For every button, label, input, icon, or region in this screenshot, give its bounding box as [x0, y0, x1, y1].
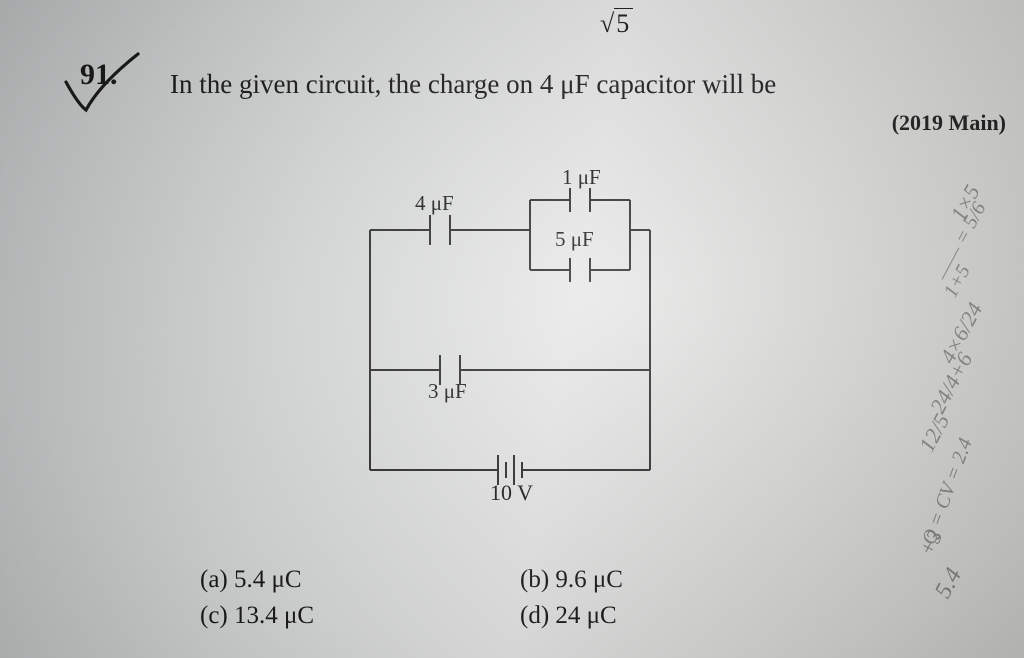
scribble-5: 24/4+6: [925, 348, 978, 418]
question-number-wrap: 91.: [80, 58, 160, 92]
cap-5uf-label: 5 μF: [555, 227, 594, 251]
scribble-8: +3: [914, 525, 949, 560]
scribble-4: 4×6/24: [935, 298, 988, 368]
question-number: 91.: [80, 58, 118, 91]
options-block: (a) 5.4 μC (b) 9.6 μC (c) 13.4 μC (d) 24…: [200, 562, 840, 634]
option-d: (d) 24 μC: [520, 598, 840, 634]
question-year: (2019 Main): [892, 110, 1006, 136]
scribble-3: 1+5: [939, 261, 975, 301]
option-a: (a) 5.4 μC: [200, 562, 520, 598]
scribble-1: 1×5: [945, 181, 985, 226]
sqrt-value: 5: [614, 8, 633, 39]
circuit-diagram: 4 μF 1 μF 5 μF 3 μF 10 V: [330, 170, 690, 510]
battery-label: 10 V: [490, 480, 533, 505]
handwriting-region: 1×5 —— = 5/6 1+5 4×6/24 24/4+6 12/5 Q = …: [794, 170, 1014, 600]
question-text: In the given circuit, the charge on 4 μF…: [170, 66, 994, 102]
prev-answer-fragment: √5: [600, 8, 633, 39]
scribble-9: 5.4: [930, 564, 968, 603]
scribble-6: 12/5: [914, 410, 955, 457]
scribble-2: —— = 5/6: [932, 199, 992, 285]
cap-1uf-label: 1 μF: [562, 170, 601, 189]
cap-4uf-label: 4 μF: [415, 191, 454, 215]
option-c: (c) 13.4 μC: [200, 598, 520, 634]
option-b: (b) 9.6 μC: [520, 562, 840, 598]
cap-3uf-label: 3 μF: [428, 379, 467, 403]
scribble-7: Q = CV = 2.4: [918, 435, 978, 548]
